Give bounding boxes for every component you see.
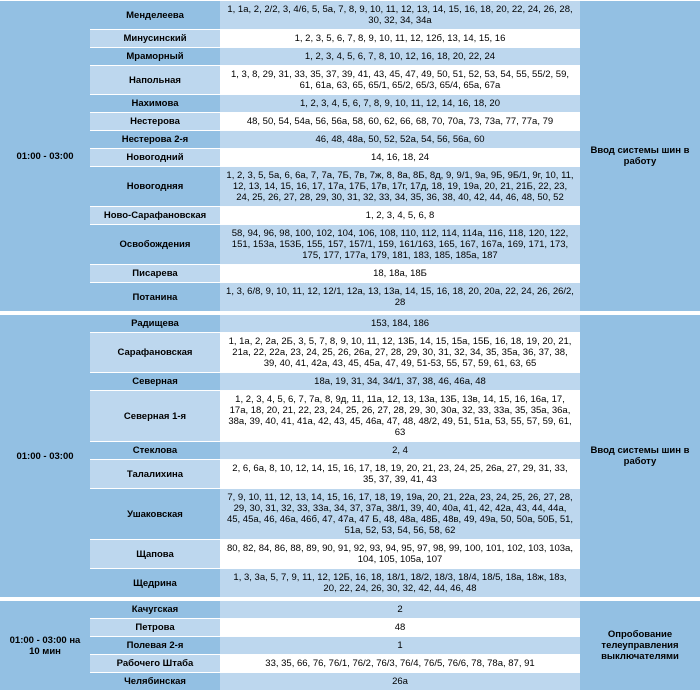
street-cell: Нестерова bbox=[90, 113, 220, 130]
values-cell: 7, 9, 10, 11, 12, 13, 14, 15, 16, 17, 18… bbox=[220, 489, 580, 539]
schedule-table: 01:00 - 03:00Менделеева1, 1а, 2, 2/2, 3,… bbox=[0, 0, 700, 691]
street-cell: Качугская bbox=[90, 601, 220, 618]
operation-cell: Ввод системы шин в работу bbox=[580, 1, 700, 311]
street-cell: Радищева bbox=[90, 315, 220, 332]
values-cell: 48 bbox=[220, 619, 580, 636]
values-cell: 1, 2, 3, 5, 5а, 6, 6а, 7, 7а, 7Б, 7в, 7ж… bbox=[220, 167, 580, 206]
values-cell: 80, 82, 84, 86, 88, 89, 90, 91, 92, 93, … bbox=[220, 540, 580, 568]
street-cell: Нахимова bbox=[90, 95, 220, 112]
street-cell: Северная 1-я bbox=[90, 391, 220, 441]
values-cell: 2 bbox=[220, 601, 580, 618]
street-cell: Новогодний bbox=[90, 149, 220, 166]
values-cell: 1, 3, 6/8, 9, 10, 11, 12, 12/1, 12а, 13,… bbox=[220, 283, 580, 311]
values-cell: 1, 3, 3а, 5, 7, 9, 11, 12, 12Б, 16, 18, … bbox=[220, 569, 580, 597]
time-cell: 01:00 - 03:00 bbox=[0, 1, 90, 311]
street-cell: Новогодняя bbox=[90, 167, 220, 206]
schedule-row: 01:00 - 03:00 на 10 минКачугская2Опробов… bbox=[0, 601, 700, 618]
street-cell: Петрова bbox=[90, 619, 220, 636]
values-cell: 26а bbox=[220, 673, 580, 690]
street-cell: Сарафановская bbox=[90, 333, 220, 372]
street-cell: Ушаковская bbox=[90, 489, 220, 539]
street-cell: Полевая 2-я bbox=[90, 637, 220, 654]
street-cell: Талалихина bbox=[90, 460, 220, 488]
street-cell: Нестерова 2-я bbox=[90, 131, 220, 148]
values-cell: 1, 1а, 2, 2/2, 3, 4/6, 5, 5а, 7, 8, 9, 1… bbox=[220, 1, 580, 29]
values-cell: 14, 16, 18, 24 bbox=[220, 149, 580, 166]
values-cell: 1 bbox=[220, 637, 580, 654]
values-cell: 1, 2, 3, 4, 5, 6, 7, 8, 10, 12, 16, 18, … bbox=[220, 48, 580, 65]
values-cell: 58, 94, 96, 98, 100, 102, 104, 106, 108,… bbox=[220, 225, 580, 264]
schedule-row: 01:00 - 03:00Радищева153, 184, 186Ввод с… bbox=[0, 315, 700, 332]
street-cell: Напольная bbox=[90, 66, 220, 94]
street-cell: Мраморный bbox=[90, 48, 220, 65]
street-cell: Щедрина bbox=[90, 569, 220, 597]
operation-cell: Опробование телеуправления выключателями bbox=[580, 601, 700, 690]
values-cell: 1, 3, 8, 29, 31, 33, 35, 37, 39, 41, 43,… bbox=[220, 66, 580, 94]
values-cell: 33, 35, 66, 76, 76/1, 76/2, 76/3, 76/4, … bbox=[220, 655, 580, 672]
street-cell: Писарева bbox=[90, 265, 220, 282]
street-cell: Менделеева bbox=[90, 1, 220, 29]
street-cell: Стеклова bbox=[90, 442, 220, 459]
street-cell: Потанина bbox=[90, 283, 220, 311]
schedule-row: 01:00 - 03:00Менделеева1, 1а, 2, 2/2, 3,… bbox=[0, 1, 700, 29]
values-cell: 1, 2, 3, 5, 6, 7, 8, 9, 10, 11, 12, 12б,… bbox=[220, 30, 580, 47]
street-cell: Освобождения bbox=[90, 225, 220, 264]
values-cell: 18, 18а, 18Б bbox=[220, 265, 580, 282]
values-cell: 2, 4 bbox=[220, 442, 580, 459]
street-cell: Челябинская bbox=[90, 673, 220, 690]
values-cell: 153, 184, 186 bbox=[220, 315, 580, 332]
values-cell: 2, 6, 6а, 8, 10, 12, 14, 15, 16, 17, 18,… bbox=[220, 460, 580, 488]
street-cell: Рабочего Штаба bbox=[90, 655, 220, 672]
values-cell: 1, 2, 3, 4, 5, 6, 8 bbox=[220, 207, 580, 224]
time-cell: 01:00 - 03:00 bbox=[0, 315, 90, 597]
time-cell: 01:00 - 03:00 на 10 мин bbox=[0, 601, 90, 690]
values-cell: 1, 2, 3, 4, 5, 6, 7, 7а, 8, 9д, 11, 11а,… bbox=[220, 391, 580, 441]
values-cell: 48, 50, 54, 54а, 56, 56а, 58, 60, 62, 66… bbox=[220, 113, 580, 130]
values-cell: 1, 2, 3, 4, 5, 6, 7, 8, 9, 10, 11, 12, 1… bbox=[220, 95, 580, 112]
street-cell: Северная bbox=[90, 373, 220, 390]
street-cell: Щапова bbox=[90, 540, 220, 568]
operation-cell: Ввод системы шин в работу bbox=[580, 315, 700, 597]
values-cell: 18а, 19, 31, 34, 34/1, 37, 38, 46, 46а, … bbox=[220, 373, 580, 390]
street-cell: Минусинский bbox=[90, 30, 220, 47]
street-cell: Ново-Сарафановская bbox=[90, 207, 220, 224]
values-cell: 1, 1а, 2, 2а, 2Б, 3, 5, 7, 8, 9, 10, 11,… bbox=[220, 333, 580, 372]
values-cell: 46, 48, 48а, 50, 52, 52а, 54, 56, 56а, 6… bbox=[220, 131, 580, 148]
